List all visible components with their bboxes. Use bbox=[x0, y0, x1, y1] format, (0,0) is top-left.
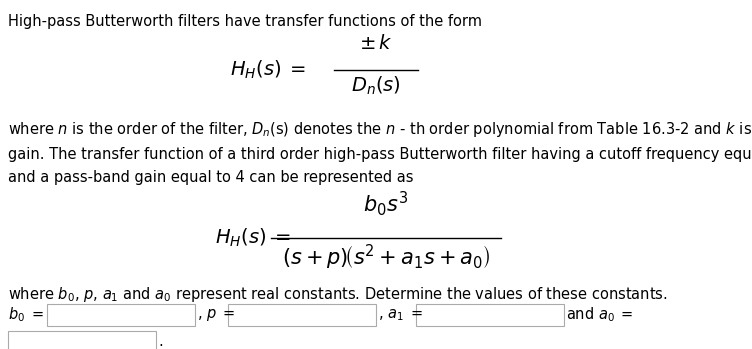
Text: and $a_0\;=$: and $a_0\;=$ bbox=[566, 306, 633, 324]
Bar bbox=[228, 304, 376, 326]
Text: .: . bbox=[158, 334, 162, 349]
Text: , $p\;=$: , $p\;=$ bbox=[197, 307, 235, 323]
Text: $H_H(s)\;=\;$: $H_H(s)\;=\;$ bbox=[229, 59, 306, 81]
Bar bbox=[8, 331, 156, 349]
Text: $b_0 s^3$: $b_0 s^3$ bbox=[363, 189, 408, 218]
Text: $D_n(s)$: $D_n(s)$ bbox=[351, 75, 401, 97]
Text: $\left(s + p\right)\!\left(s^2 + a_1 s + a_0\right)$: $\left(s + p\right)\!\left(s^2 + a_1 s +… bbox=[282, 243, 490, 272]
Bar bbox=[416, 304, 564, 326]
Text: High-pass Butterworth filters have transfer functions of the form: High-pass Butterworth filters have trans… bbox=[8, 14, 482, 29]
Bar bbox=[47, 304, 195, 326]
Text: $b_0\;=$: $b_0\;=$ bbox=[8, 306, 44, 324]
Text: , $a_1\;=$: , $a_1\;=$ bbox=[378, 307, 423, 323]
Text: $\pm\,k$: $\pm\,k$ bbox=[359, 34, 393, 53]
Text: where $b_0$, $p$, $a_1$ and $a_0$ represent real constants. Determine the values: where $b_0$, $p$, $a_1$ and $a_0$ repres… bbox=[8, 285, 668, 304]
Text: where $n$ is the order of the filter, $D_n$(s) denotes the $n$ - th order polyno: where $n$ is the order of the filter, $D… bbox=[8, 120, 752, 185]
Text: $H_H(s)\;=\;$: $H_H(s)\;=\;$ bbox=[215, 227, 291, 249]
